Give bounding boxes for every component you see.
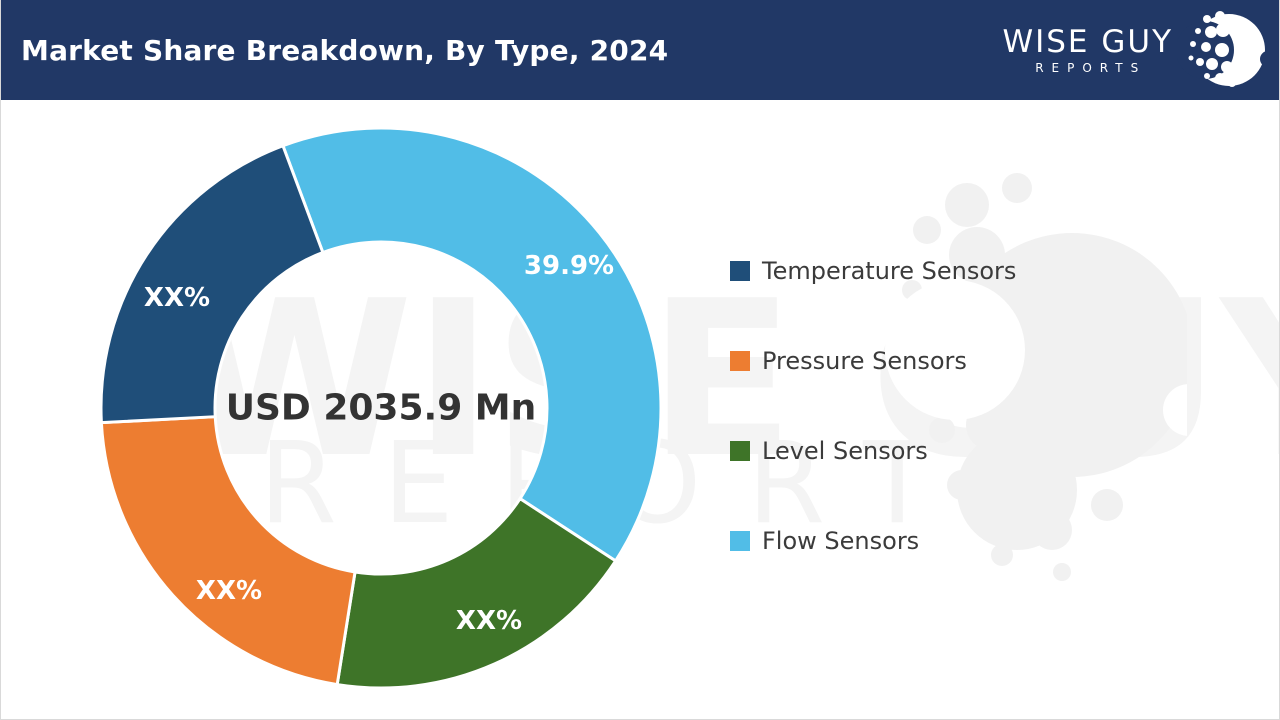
- legend-item-temperature: Temperature Sensors: [730, 256, 1016, 286]
- segment-label-flow: 39.9%: [523, 251, 615, 281]
- segment-label-temperature: XX%: [143, 283, 211, 313]
- chart-center-value: USD 2035.9 Mn: [225, 387, 537, 429]
- logo-text: WISE GUY REPORTS: [1002, 25, 1173, 74]
- donut-chart: [99, 126, 663, 690]
- legend-label-temperature: Temperature Sensors: [762, 257, 1017, 285]
- segment-label-level: XX%: [455, 606, 523, 636]
- logo-face-icon: [1177, 11, 1265, 87]
- legend-item-flow: Flow Sensors: [730, 526, 1016, 556]
- wise-guy-reports-logo: WISE GUY REPORTS: [1002, 6, 1265, 94]
- legend-swatch-temperature-icon: [730, 261, 750, 281]
- legend-swatch-level-icon: [730, 441, 750, 461]
- donut-segment-temperature: [99, 144, 325, 425]
- chart-legend: Temperature Sensors Pressure Sensors Lev…: [730, 256, 1016, 616]
- legend-item-pressure: Pressure Sensors: [730, 346, 1016, 376]
- legend-label-flow: Flow Sensors: [762, 527, 920, 555]
- logo-subtext: REPORTS: [1035, 60, 1147, 75]
- legend-swatch-flow-icon: [730, 531, 750, 551]
- donut-segment-level: [335, 497, 618, 690]
- legend-item-level: Level Sensors: [730, 436, 1016, 466]
- donut-segment-flow: [281, 126, 663, 563]
- watermark-face-icon: [885, 173, 1187, 581]
- segment-label-pressure: XX%: [195, 576, 263, 606]
- legend-label-pressure: Pressure Sensors: [762, 347, 967, 375]
- header-bar: Market Share Breakdown, By Type, 2024: [1, 0, 1279, 100]
- logo-wordmark: WISE GUY: [1002, 24, 1173, 61]
- donut-segment-pressure: [99, 415, 357, 687]
- legend-label-level: Level Sensors: [762, 437, 928, 465]
- page-title: Market Share Breakdown, By Type, 2024: [21, 33, 669, 67]
- legend-swatch-pressure-icon: [730, 351, 750, 371]
